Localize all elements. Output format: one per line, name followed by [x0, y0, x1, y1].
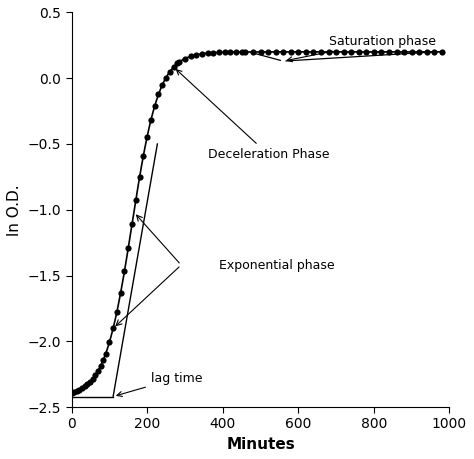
Point	[143, 133, 151, 140]
Point	[355, 48, 363, 56]
Point	[221, 49, 228, 56]
Point	[438, 48, 446, 56]
Point	[128, 221, 136, 228]
Point	[242, 48, 249, 56]
X-axis label: Minutes: Minutes	[226, 437, 295, 452]
Point	[272, 48, 280, 56]
Point	[264, 48, 272, 56]
Point	[416, 48, 423, 56]
Point	[198, 50, 206, 57]
Point	[401, 48, 408, 56]
Point	[166, 68, 173, 75]
Point	[106, 339, 113, 346]
Point	[132, 196, 139, 204]
Point	[89, 375, 97, 382]
Point	[139, 152, 147, 160]
Point	[181, 55, 189, 62]
Point	[215, 49, 223, 56]
Point	[249, 48, 257, 56]
Point	[363, 48, 370, 56]
Text: Saturation phase: Saturation phase	[287, 35, 436, 62]
Point	[83, 381, 91, 388]
Point	[317, 48, 325, 56]
Point	[279, 48, 287, 56]
Point	[287, 48, 294, 56]
Point	[227, 49, 234, 56]
Point	[71, 388, 78, 396]
Point	[210, 49, 217, 56]
Text: lag time: lag time	[117, 372, 202, 397]
Point	[340, 48, 347, 56]
Point	[100, 356, 107, 364]
Point	[310, 48, 317, 56]
Point	[408, 48, 416, 56]
Point	[175, 58, 183, 66]
Text: Deceleration Phase: Deceleration Phase	[176, 70, 329, 161]
Point	[147, 117, 155, 124]
Point	[102, 350, 109, 358]
Point	[162, 74, 170, 81]
Point	[423, 48, 430, 56]
Point	[302, 48, 310, 56]
Point	[136, 174, 143, 181]
Point	[97, 362, 104, 369]
Point	[91, 371, 99, 379]
Point	[121, 268, 128, 275]
Point	[170, 63, 177, 71]
Point	[76, 386, 83, 393]
Point	[125, 245, 132, 252]
Point	[78, 385, 86, 392]
Text: Exponential phase: Exponential phase	[184, 258, 335, 272]
Y-axis label: ln O.D.: ln O.D.	[7, 184, 22, 235]
Point	[86, 378, 94, 386]
Point	[81, 383, 89, 390]
Point	[378, 48, 385, 56]
Point	[158, 81, 166, 89]
Point	[68, 389, 75, 397]
Point	[347, 48, 355, 56]
Point	[232, 48, 240, 56]
Point	[370, 48, 378, 56]
Point	[257, 48, 264, 56]
Point	[332, 48, 340, 56]
Point	[151, 102, 158, 110]
Point	[155, 91, 162, 98]
Point	[109, 325, 117, 332]
Point	[385, 48, 393, 56]
Point	[187, 53, 194, 60]
Point	[192, 51, 200, 58]
Point	[173, 60, 181, 67]
Point	[325, 48, 332, 56]
Point	[94, 367, 102, 375]
Point	[393, 48, 401, 56]
Point	[113, 308, 121, 315]
Point	[117, 289, 125, 297]
Point	[204, 50, 211, 57]
Point	[294, 48, 302, 56]
Point	[238, 48, 246, 56]
Point	[430, 48, 438, 56]
Point	[73, 387, 81, 395]
